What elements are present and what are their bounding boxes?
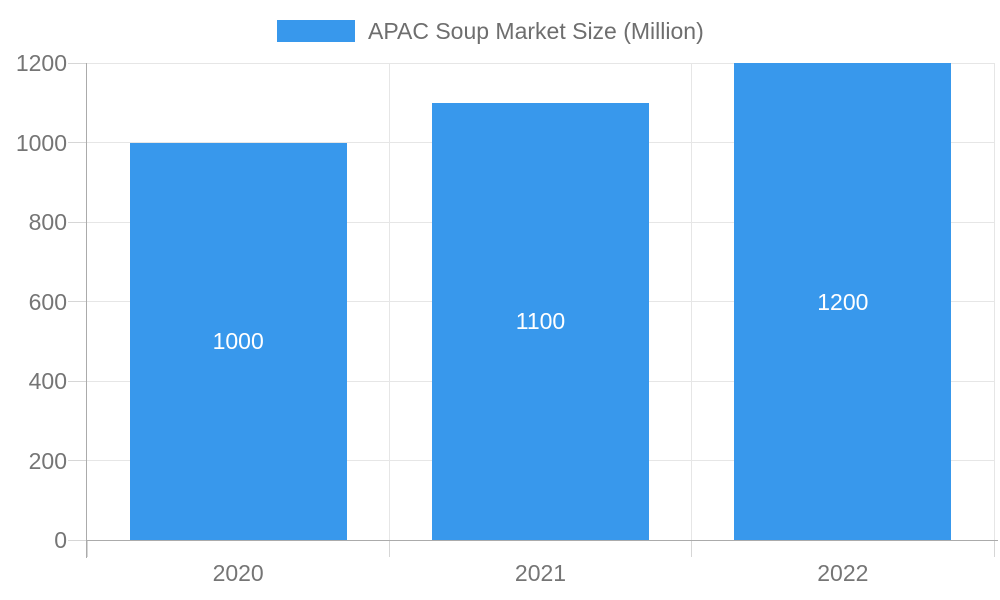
- gridline-horizontal: [87, 62, 994, 64]
- bar-value-label: 1000: [212, 328, 264, 355]
- gridline-vertical: [691, 63, 693, 540]
- bar: [734, 63, 952, 540]
- legend-label: APAC Soup Market Size (Million): [368, 18, 704, 44]
- bar-value-label: 1200: [817, 288, 869, 315]
- y-axis-label: 400: [28, 368, 67, 394]
- gridline-vertical: [388, 63, 390, 540]
- gridline-vertical: [993, 63, 995, 540]
- y-axis-label: 1200: [15, 50, 67, 76]
- x-axis-label: 2021: [514, 560, 567, 586]
- y-axis-tick: [68, 301, 87, 302]
- bar: [129, 142, 347, 540]
- x-axis-label: 2020: [212, 560, 264, 586]
- y-axis-tick: [68, 221, 87, 223]
- x-axis-tick: [993, 540, 995, 557]
- x-axis-tick: [86, 540, 88, 557]
- bar-value-label: 1100: [515, 308, 566, 335]
- bar: [432, 102, 649, 540]
- x-axis-tick: [388, 540, 390, 557]
- y-axis-tick: [68, 380, 87, 382]
- x-axis-label: 2022: [817, 560, 869, 586]
- x-axis-tick: [691, 540, 693, 557]
- legend-swatch-icon: [277, 20, 355, 42]
- chart-legend: APAC Soup Market Size (Million): [277, 19, 704, 43]
- y-axis-tick: [68, 62, 87, 64]
- y-axis-line: [86, 63, 87, 558]
- x-axis-line: [87, 539, 998, 541]
- y-axis-label: 200: [28, 447, 67, 474]
- y-axis-label: 0: [54, 527, 67, 553]
- y-axis-label: 800: [28, 209, 67, 235]
- y-axis-tick: [68, 142, 87, 143]
- y-axis-label: 600: [28, 288, 67, 315]
- y-axis-tick: [68, 460, 87, 461]
- y-axis-label: 1000: [15, 129, 67, 156]
- y-axis-tick: [68, 539, 87, 541]
